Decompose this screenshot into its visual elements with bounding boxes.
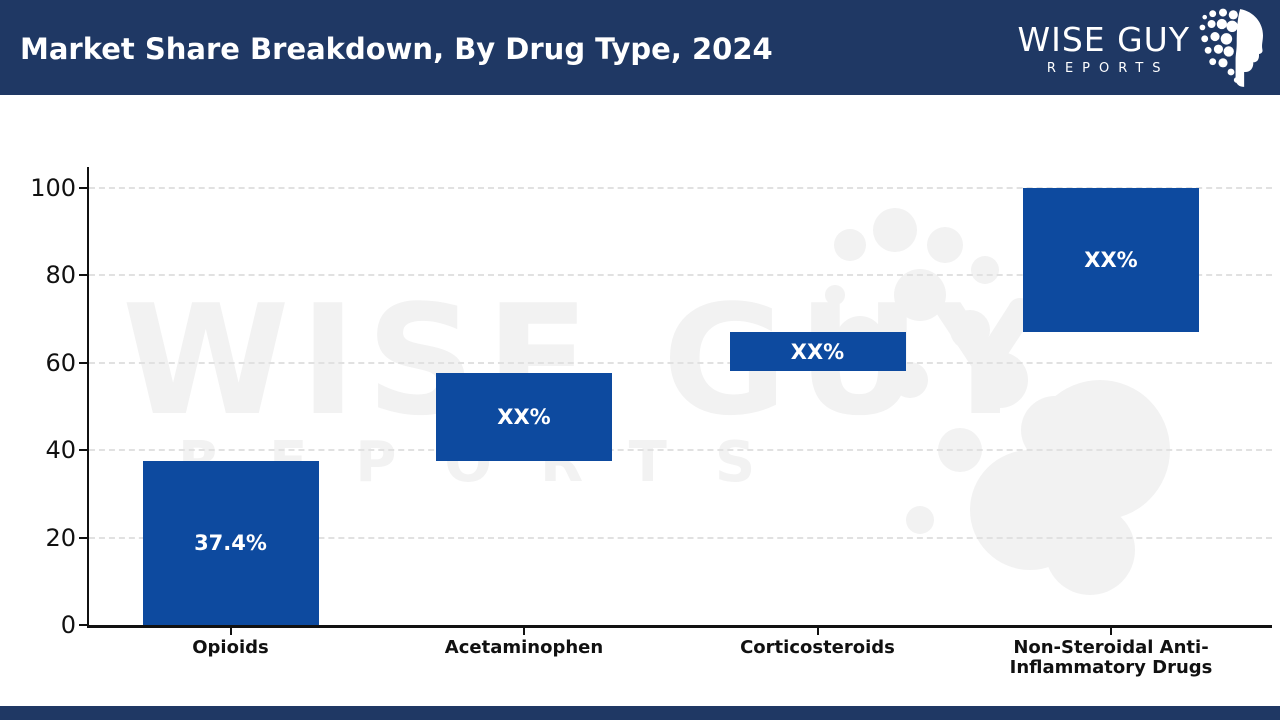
bar-opioids: 37.4% — [142, 461, 319, 625]
gridline — [89, 536, 1272, 539]
y-axis-line — [87, 167, 89, 627]
y-tick-label: 100 — [30, 173, 76, 202]
y-tick-label: 80 — [45, 261, 76, 289]
bar-value-label: XX% — [497, 405, 551, 430]
y-tick-mark — [79, 274, 88, 276]
gridline — [89, 274, 1272, 276]
y-tick-mark — [79, 624, 88, 626]
category-label: Acetaminophen — [444, 637, 604, 658]
y-tick-label: 60 — [45, 348, 76, 377]
y-tick-mark — [79, 536, 88, 539]
x-tick-mark — [523, 627, 525, 635]
bar-non-steroidal-anti-inflammatory-drugs: XX% — [1023, 187, 1199, 332]
y-tick-mark — [79, 186, 88, 189]
y-tick-label: 0 — [60, 611, 76, 639]
category-label: Corticosteroids — [740, 637, 895, 658]
gridline — [89, 186, 1272, 189]
bar-value-label: 37.4% — [194, 531, 267, 556]
y-tick-mark — [79, 361, 88, 364]
gridline — [89, 361, 1272, 364]
category-label: Non-Steroidal Anti-Inflammatory Drugs — [1009, 637, 1213, 678]
bar-acetaminophen: XX% — [436, 373, 612, 462]
bar-corticosteroids: XX% — [729, 331, 906, 372]
gridline — [89, 449, 1272, 451]
bar-value-label: XX% — [1084, 247, 1138, 272]
x-tick-mark — [816, 627, 819, 635]
x-tick-mark — [1110, 627, 1112, 635]
y-tick-mark — [79, 449, 88, 451]
logo-head-icon — [1199, 8, 1263, 87]
logo-wiseguy-label: WISE GUY — [1017, 20, 1190, 59]
x-tick-mark — [229, 627, 232, 635]
bar-value-label: XX% — [790, 339, 845, 364]
category-label: Opioids — [192, 637, 269, 658]
x-axis-line — [87, 625, 1272, 628]
logo-text: WISE GUY REPORTS — [1017, 20, 1190, 76]
footer-bar — [0, 706, 1280, 720]
y-tick-label: 20 — [45, 523, 76, 552]
logo-reports-label: REPORTS — [1046, 61, 1170, 76]
wiseguy-logo: WISE GUY REPORTS — [1017, 6, 1266, 90]
header: Market Share Breakdown, By Drug Type, 20… — [0, 0, 1280, 95]
page-title: Market Share Breakdown, By Drug Type, 20… — [20, 32, 773, 66]
y-tick-label: 40 — [45, 436, 76, 464]
